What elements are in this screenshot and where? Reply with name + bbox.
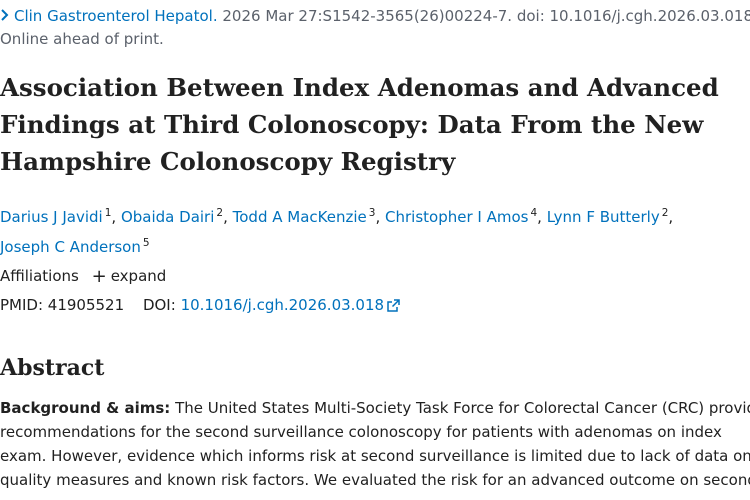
author-list: Darius J Javidi 1, Obaida Dairi 2, Todd A …: [0, 200, 750, 260]
expand-label: expand: [110, 267, 167, 285]
expand-affiliations-button[interactable]: + expand: [91, 266, 167, 287]
abstract-line: recommendations for the second surveilla…: [0, 423, 722, 441]
title-line: Findings at Third Colonoscopy: Data From…: [0, 110, 704, 139]
affiliation-number[interactable]: 3: [368, 207, 376, 219]
doi-link[interactable]: 10.1016/j.cgh.2026.03.018: [180, 296, 385, 314]
affiliation-number[interactable]: 4: [530, 207, 538, 219]
author-link[interactable]: Obaida Dairi: [120, 208, 215, 226]
author-line: Joseph C Anderson 5: [0, 230, 750, 260]
affiliation-number[interactable]: 1: [104, 207, 112, 219]
affiliation-number[interactable]: 5: [142, 237, 150, 249]
affiliation-number[interactable]: 2: [216, 207, 224, 219]
chevron-right-icon[interactable]: [0, 4, 14, 28]
pmid-label: PMID:: [0, 296, 44, 314]
publication-status: Online ahead of print.: [0, 30, 164, 48]
abstract-line: quality measures and known risk factors.…: [0, 471, 750, 489]
plus-icon: +: [91, 266, 107, 287]
author-link[interactable]: Todd A MacKenzie: [232, 208, 367, 226]
separator: ,: [375, 208, 381, 226]
separator: ,: [111, 208, 117, 226]
abstract-text: Background & aims: The United States Mul…: [0, 396, 750, 492]
abstract-section-label: Background & aims:: [0, 399, 171, 417]
affiliations-label: Affiliations: [0, 267, 79, 285]
abstract-line-text: The United States Multi-Society Task For…: [170, 399, 750, 417]
abstract-line: exam. However, evidence which informs ri…: [0, 447, 750, 465]
abstract-heading: Abstract: [0, 355, 105, 381]
pmid-value: 41905521: [47, 296, 125, 314]
author-link[interactable]: Joseph C Anderson: [0, 238, 141, 256]
title-line: Association Between Index Adenomas and A…: [0, 73, 719, 102]
author-link[interactable]: Darius J Javidi: [0, 208, 103, 226]
title-line: Hampshire Colonoscopy Registry: [0, 147, 456, 176]
separator: ,: [668, 208, 674, 226]
separator: ,: [537, 208, 542, 226]
author-line: Darius J Javidi 1, Obaida Dairi 2, Todd A …: [0, 200, 750, 230]
author-link[interactable]: Christopher I Amos: [385, 208, 529, 226]
external-link-icon[interactable]: [387, 296, 400, 318]
abstract-line: Background & aims: The United States Mul…: [0, 396, 750, 420]
doi-label: DOI:: [142, 296, 176, 314]
identifiers-row: PMID: 41905521 DOI: 10.1016/j.cgh.2026.0…: [0, 294, 400, 318]
author-link[interactable]: Lynn F Butterly: [546, 208, 660, 226]
affiliations-row: Affiliations + expand: [0, 265, 166, 288]
journal-link[interactable]: Clin Gastroenterol Hepatol.: [14, 7, 218, 25]
citation-line: Clin Gastroenterol Hepatol. 2026 Mar 27:…: [0, 4, 750, 28]
affiliation-number[interactable]: 2: [661, 207, 669, 219]
separator: ,: [223, 208, 228, 226]
citation-details: 2026 Mar 27:S1542-3565(26)00224-7. doi: …: [217, 7, 750, 25]
article-title: Association Between Index Adenomas and A…: [0, 69, 750, 180]
